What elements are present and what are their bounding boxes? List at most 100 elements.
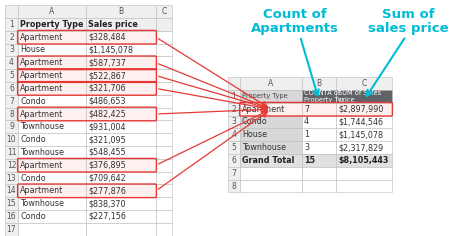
Bar <box>156 197 172 210</box>
Text: Apartment: Apartment <box>20 33 63 42</box>
Text: 2: 2 <box>232 105 237 114</box>
Text: House: House <box>20 46 45 55</box>
Bar <box>18 44 86 56</box>
Text: Townhouse: Townhouse <box>20 148 64 157</box>
Text: A: A <box>268 79 273 88</box>
Text: Condo: Condo <box>20 212 46 221</box>
Text: Apartment: Apartment <box>20 110 63 118</box>
Bar <box>156 5 172 18</box>
Bar <box>228 77 240 90</box>
Text: Apartment: Apartment <box>20 161 63 170</box>
Text: $548,455: $548,455 <box>88 148 126 157</box>
Bar <box>86 223 156 236</box>
Bar <box>5 18 18 31</box>
Bar <box>86 95 156 108</box>
Text: 15: 15 <box>304 156 315 165</box>
Text: 16: 16 <box>7 212 16 221</box>
Bar <box>156 120 172 133</box>
Bar <box>156 44 172 56</box>
Text: $522,867: $522,867 <box>88 71 126 80</box>
Bar <box>336 154 392 167</box>
Text: 9: 9 <box>9 122 14 131</box>
Text: $321,095: $321,095 <box>88 135 126 144</box>
Bar <box>5 120 18 133</box>
Bar <box>156 95 172 108</box>
Bar <box>18 223 86 236</box>
Bar <box>86 172 156 184</box>
Text: Apartment: Apartment <box>20 58 63 67</box>
Text: A: A <box>49 7 55 16</box>
Bar <box>156 146 172 159</box>
Bar <box>228 103 240 116</box>
Bar <box>18 56 86 69</box>
Bar <box>18 108 86 120</box>
Text: $709,642: $709,642 <box>88 173 126 182</box>
Text: $2,897,990: $2,897,990 <box>338 105 383 114</box>
Bar <box>228 180 240 192</box>
Text: Grand Total: Grand Total <box>242 156 294 165</box>
Bar <box>86 197 156 210</box>
Text: B: B <box>317 79 321 88</box>
Text: Condo: Condo <box>20 97 46 106</box>
Bar <box>336 167 392 180</box>
Bar <box>228 154 240 167</box>
Bar <box>156 172 172 184</box>
Text: $838,370: $838,370 <box>88 199 126 208</box>
Bar <box>240 154 302 167</box>
Text: Property Type: Property Type <box>20 20 83 29</box>
Bar <box>240 103 302 116</box>
Text: $931,004: $931,004 <box>88 122 126 131</box>
Bar <box>18 120 86 133</box>
Bar <box>18 133 86 146</box>
Text: $486,653: $486,653 <box>88 97 126 106</box>
Bar <box>18 18 86 31</box>
Bar <box>86 108 156 120</box>
Bar <box>336 180 392 192</box>
Text: 6: 6 <box>9 84 14 93</box>
Bar <box>18 5 86 18</box>
Text: Townhouse: Townhouse <box>20 199 64 208</box>
Bar <box>5 172 18 184</box>
Bar <box>5 197 18 210</box>
Bar <box>302 167 336 180</box>
Bar <box>240 141 302 154</box>
Text: Condo: Condo <box>20 135 46 144</box>
Bar <box>86 120 156 133</box>
Text: 3: 3 <box>232 118 237 126</box>
Bar <box>5 223 18 236</box>
Text: Sales price: Sales price <box>88 20 138 29</box>
Bar <box>5 69 18 82</box>
Text: House: House <box>242 130 267 139</box>
Bar <box>18 31 86 44</box>
Bar <box>302 116 336 128</box>
Bar <box>18 69 86 82</box>
Bar <box>5 56 18 69</box>
Bar <box>18 184 86 197</box>
Text: 11: 11 <box>7 148 16 157</box>
Text: Sum of
sales price: Sum of sales price <box>368 8 448 35</box>
Text: 1: 1 <box>304 130 309 139</box>
Bar <box>302 180 336 192</box>
Bar <box>336 128 392 141</box>
Text: C: C <box>361 79 366 88</box>
Text: $1,744,546: $1,744,546 <box>338 118 383 126</box>
Bar <box>156 210 172 223</box>
Text: $1,145,078: $1,145,078 <box>88 46 133 55</box>
Text: 4: 4 <box>304 118 309 126</box>
Bar <box>18 172 86 184</box>
Bar <box>86 133 156 146</box>
Bar <box>156 133 172 146</box>
Bar <box>240 77 302 90</box>
Text: $8,105,443: $8,105,443 <box>338 156 388 165</box>
Text: 8: 8 <box>232 181 237 190</box>
Bar <box>18 159 86 172</box>
Bar <box>240 180 302 192</box>
Bar <box>336 141 392 154</box>
Bar <box>86 44 156 56</box>
Bar <box>228 116 240 128</box>
Bar <box>228 128 240 141</box>
Text: 7: 7 <box>304 105 309 114</box>
Bar <box>240 116 302 128</box>
Bar <box>86 56 156 69</box>
Bar <box>5 210 18 223</box>
